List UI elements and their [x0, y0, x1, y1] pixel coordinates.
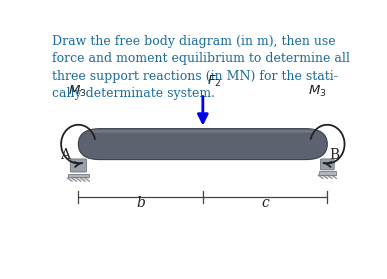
Text: Draw the free body diagram (in m), then use: Draw the free body diagram (in m), then …	[52, 35, 336, 47]
Text: b: b	[136, 196, 145, 210]
Text: $M_3$: $M_3$	[68, 84, 86, 99]
Text: three support reactions (in MN) for the stati-: three support reactions (in MN) for the …	[52, 70, 338, 83]
Ellipse shape	[318, 174, 337, 178]
Text: c: c	[261, 196, 269, 210]
FancyBboxPatch shape	[320, 159, 334, 170]
Text: $M_3$: $M_3$	[308, 84, 326, 99]
Bar	[68, 174, 89, 177]
FancyBboxPatch shape	[90, 130, 316, 133]
FancyBboxPatch shape	[70, 159, 86, 172]
Text: B: B	[330, 148, 340, 162]
Text: A: A	[60, 148, 70, 162]
Text: force and moment equilibrium to determine all: force and moment equilibrium to determin…	[52, 52, 350, 65]
FancyBboxPatch shape	[78, 129, 327, 160]
Text: cally determinate system.: cally determinate system.	[52, 87, 215, 100]
Text: $F_2$: $F_2$	[207, 74, 221, 89]
Bar	[319, 171, 336, 175]
Ellipse shape	[67, 177, 90, 181]
